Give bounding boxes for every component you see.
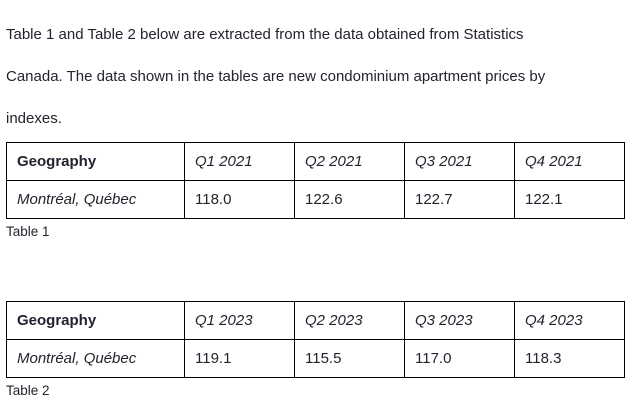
table-1-cell-q1: 118.0: [184, 180, 295, 219]
table-1-header-geography: Geography: [6, 142, 185, 181]
table-2-cell-geography: Montréal, Québec: [6, 339, 185, 378]
table-1-header-q4: Q4 2021: [514, 142, 625, 181]
document-page: Table 1 and Table 2 below are extracted …: [6, 14, 633, 398]
table-1-data-row: Montréal, Québec 118.0 122.6 122.7 122.1: [6, 180, 625, 219]
table-2-header-q2: Q2 2023: [294, 301, 405, 340]
table-2-header-row: Geography Q1 2023 Q2 2023 Q3 2023 Q4 202…: [6, 301, 625, 340]
table-1-cell-geography: Montréal, Québec: [6, 180, 185, 219]
table-2-cell-q3: 117.0: [404, 339, 515, 378]
table-2-header-geography: Geography: [6, 301, 185, 340]
table-1: Geography Q1 2021 Q2 2021 Q3 2021 Q4 202…: [6, 142, 625, 219]
intro-paragraph: Table 1 and Table 2 below are extracted …: [6, 14, 633, 140]
table-1-cell-q4: 122.1: [514, 180, 625, 219]
table-2: Geography Q1 2023 Q2 2023 Q3 2023 Q4 202…: [6, 301, 625, 378]
intro-line-2: Canada. The data shown in the tables are…: [6, 68, 546, 85]
table-2-cell-q4: 118.3: [514, 339, 625, 378]
intro-line-3: indexes.: [6, 110, 62, 127]
table-2-cell-q1: 119.1: [184, 339, 295, 378]
intro-line-1: Table 1 and Table 2 below are extracted …: [6, 26, 524, 43]
table-1-header-q1: Q1 2021: [184, 142, 295, 181]
table-1-header-q2: Q2 2021: [294, 142, 405, 181]
table-2-header-q1: Q1 2023: [184, 301, 295, 340]
table-1-caption: Table 1: [6, 224, 50, 239]
table-1-header-q3: Q3 2021: [404, 142, 515, 181]
table-2-data-row: Montréal, Québec 119.1 115.5 117.0 118.3: [6, 339, 625, 378]
table-1-header-row: Geography Q1 2021 Q2 2021 Q3 2021 Q4 202…: [6, 142, 625, 181]
table-1-cell-q3: 122.7: [404, 180, 515, 219]
table-2-header-q3: Q3 2023: [404, 301, 515, 340]
table-2-cell-q2: 115.5: [294, 339, 405, 378]
table-2-header-q4: Q4 2023: [514, 301, 625, 340]
table-1-block: Geography Q1 2021 Q2 2021 Q3 2021 Q4 202…: [6, 142, 633, 239]
table-2-caption: Table 2: [6, 383, 50, 398]
table-1-cell-q2: 122.6: [294, 180, 405, 219]
table-2-block: Geography Q1 2023 Q2 2023 Q3 2023 Q4 202…: [6, 301, 633, 398]
